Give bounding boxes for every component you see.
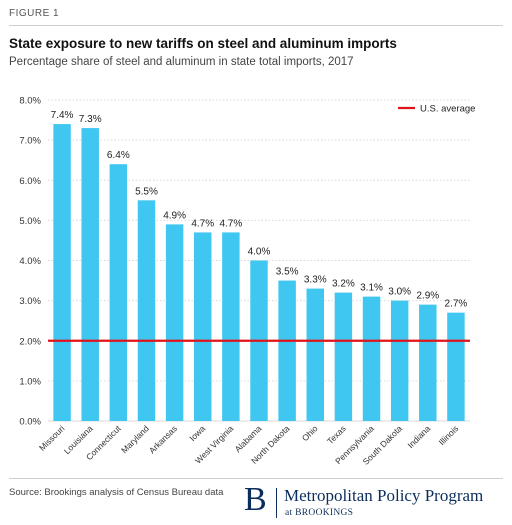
bar — [109, 164, 128, 421]
figure-label: FIGURE 1 — [9, 8, 60, 19]
data-label: 6.4% — [107, 150, 130, 161]
bar — [53, 124, 71, 421]
bar — [278, 280, 296, 421]
y-tick-label: 3.0% — [19, 296, 41, 307]
x-tick-label: Texas — [325, 423, 348, 446]
brookings-logo-mark: B — [244, 481, 267, 518]
data-label: 4.7% — [219, 218, 242, 229]
bar — [222, 232, 240, 421]
chart-title: State exposure to new tariffs on steel a… — [9, 36, 397, 51]
program-name: Metropolitan Policy Program — [284, 486, 484, 505]
y-tick-label: 8.0% — [19, 96, 41, 107]
bar — [390, 300, 409, 421]
bottom-divider — [9, 478, 503, 479]
x-tick-label: Ohio — [300, 423, 320, 443]
top-divider — [9, 25, 503, 26]
data-label: 7.3% — [79, 114, 102, 125]
data-label: 3.1% — [360, 283, 383, 294]
data-label: 4.9% — [163, 210, 186, 221]
y-tick-label: 7.0% — [19, 136, 41, 147]
chart-subtitle: Percentage share of steel and aluminum i… — [9, 56, 354, 68]
data-label: 2.9% — [416, 291, 439, 302]
y-tick-label: 1.0% — [19, 376, 41, 387]
data-label: 2.7% — [445, 299, 468, 310]
data-label: 7.4% — [51, 110, 74, 121]
data-label: 5.5% — [135, 186, 158, 197]
program-affiliation: at BROOKINGS — [285, 508, 354, 518]
bar — [81, 128, 99, 421]
bar — [447, 312, 465, 421]
x-tick-label: Illinois — [437, 423, 461, 447]
x-tick-label: Indiana — [405, 423, 432, 450]
data-label: 4.0% — [248, 247, 271, 258]
data-label: 3.2% — [332, 279, 355, 290]
bar — [137, 200, 156, 421]
bar — [165, 224, 184, 421]
bar — [334, 292, 353, 421]
x-tick-label: Iowa — [187, 423, 207, 443]
data-label: 3.3% — [304, 275, 327, 286]
x-tick-label: Maryland — [119, 423, 151, 455]
source-note: Source: Brookings analysis of Census Bur… — [9, 487, 224, 498]
legend-label: U.S. average — [420, 104, 475, 115]
bar-chart: 0.0% 1.0% 2.0% 3.0% 4.0% 5.0% 6.0% 7.0% 8.0% 7.4%… — [19, 96, 475, 467]
data-label: 3.5% — [276, 267, 299, 278]
data-label: 4.7% — [191, 218, 214, 229]
y-tick-label: 6.0% — [19, 176, 41, 187]
bar — [306, 288, 324, 421]
x-tick-label: Arkansas — [147, 423, 179, 455]
bar — [419, 304, 437, 421]
y-tick-label: 4.0% — [19, 256, 41, 267]
bar — [194, 232, 212, 421]
data-label: 3.0% — [388, 287, 411, 298]
y-tick-label: 0.0% — [19, 417, 41, 428]
bar — [362, 296, 381, 421]
y-tick-label: 5.0% — [19, 216, 41, 227]
y-tick-label: 2.0% — [19, 336, 41, 347]
logo-separator — [276, 488, 277, 518]
